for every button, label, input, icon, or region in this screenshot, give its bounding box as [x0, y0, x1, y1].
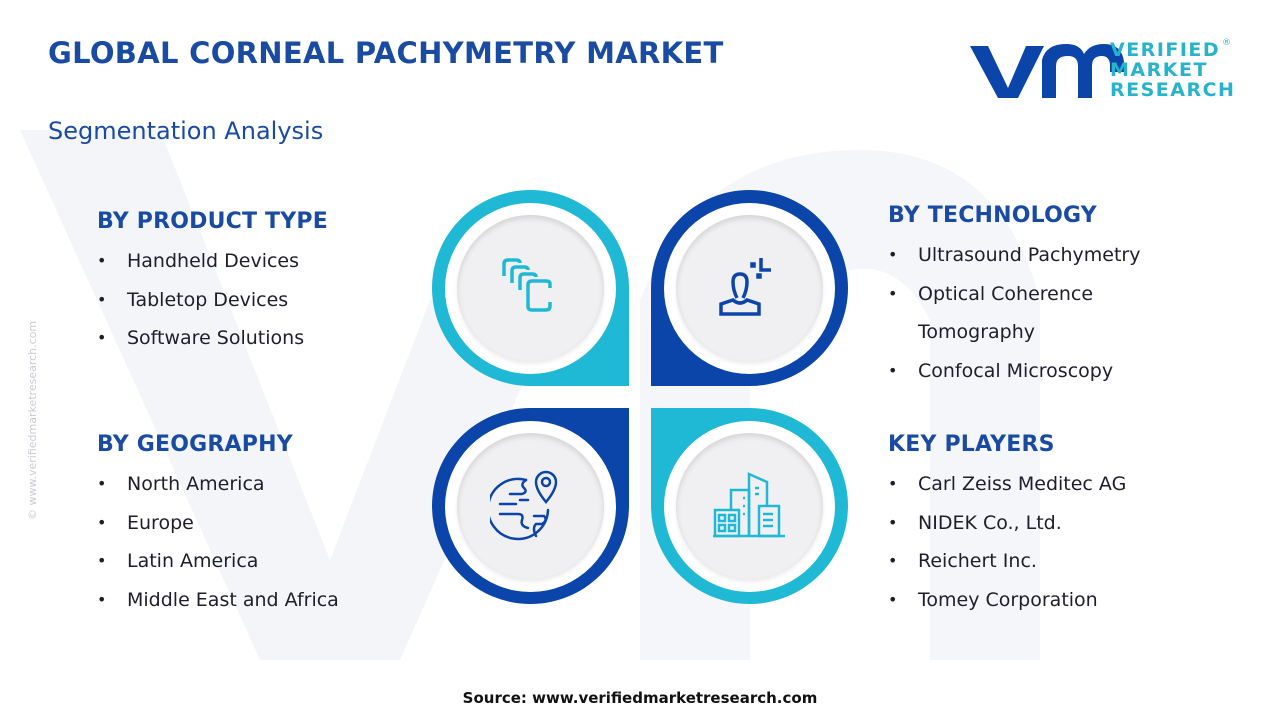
quadrant-geography: [432, 408, 629, 604]
list-item: Tomey Corporation: [888, 581, 1126, 620]
buildings-icon: [713, 472, 785, 538]
page-subtitle: Segmentation Analysis: [48, 117, 324, 145]
list-item: Optical Coherence Tomography: [888, 275, 1158, 352]
source-citation: Source: www.verifiedmarketresearch.com: [462, 689, 818, 707]
segment-technology: BY TECHNOLOGY Ultrasound Pachymetry Opti…: [888, 203, 1218, 390]
side-watermark-text: © www.verifiedmarketresearch.com: [26, 320, 39, 520]
segment-product-type: BY PRODUCT TYPE Handheld Devices Tableto…: [97, 209, 328, 358]
list-item: Confocal Microscopy: [888, 352, 1218, 391]
vmr-logo-icon: [970, 44, 1124, 98]
segment-heading: BY TECHNOLOGY: [888, 203, 1097, 228]
list-item: Middle East and Africa: [97, 581, 339, 620]
list-item: Europe: [97, 504, 339, 543]
list-item: Carl Zeiss Meditec AG: [888, 465, 1126, 504]
segment-key-players: KEY PLAYERS Carl Zeiss Meditec AG NIDEK …: [888, 432, 1126, 619]
list-item: Tabletop Devices: [97, 281, 328, 320]
page-title: GLOBAL CORNEAL PACHYMETRY MARKET: [48, 36, 724, 70]
logo-line-2: MARKET: [1110, 59, 1208, 81]
list-item: NIDEK Co., Ltd.: [888, 504, 1126, 543]
logo-line-3: RESEARCH: [1110, 79, 1236, 101]
quadrant-product-type: [432, 190, 629, 386]
registered-mark: ®: [1222, 38, 1231, 48]
list-item: North America: [97, 465, 339, 504]
list-item: Reichert Inc.: [888, 542, 1126, 581]
quadrant-key-players: [651, 408, 848, 604]
list-item: Ultrasound Pachymetry: [888, 236, 1218, 275]
stacked-cards-icon: [502, 258, 552, 312]
quadrant-technology: [651, 190, 848, 386]
user-focus-icon: [719, 258, 771, 316]
segment-geography: BY GEOGRAPHY North America Europe Latin …: [97, 432, 339, 619]
globe-pin-icon: [490, 470, 558, 541]
list-item: Software Solutions: [97, 319, 328, 358]
logo-text: VERIFIED MARKET RESEARCH: [1110, 40, 1235, 100]
logo-line-1: VERIFIED: [1110, 39, 1221, 61]
list-item: Handheld Devices: [97, 242, 328, 281]
list-item: Latin America: [97, 542, 339, 581]
segment-heading: KEY PLAYERS: [888, 432, 1055, 457]
segment-heading: BY GEOGRAPHY: [97, 432, 293, 457]
segment-heading: BY PRODUCT TYPE: [97, 209, 328, 234]
